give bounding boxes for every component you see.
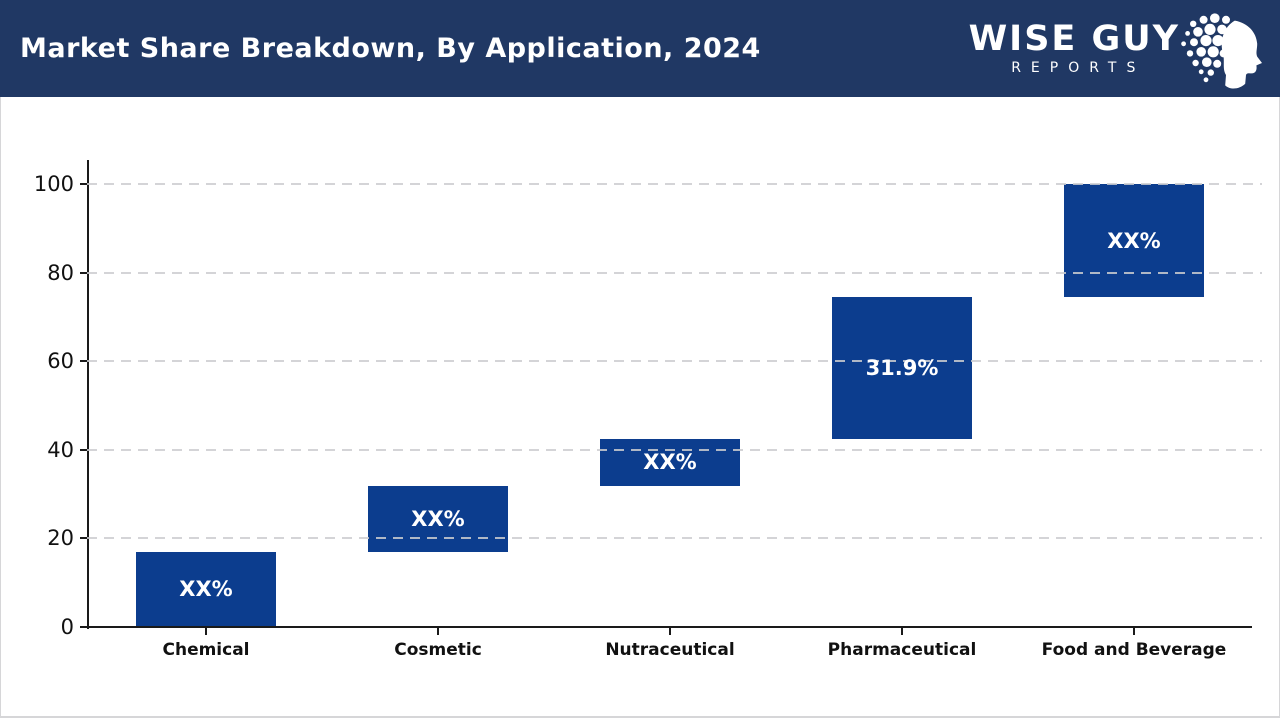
bar-label-2: XX% bbox=[411, 506, 465, 531]
gridline-40 bbox=[87, 448, 1262, 451]
y-tick-label-0: 0 bbox=[60, 615, 74, 639]
brand-subtitle: REPORTS bbox=[1011, 59, 1146, 76]
bar-cosmetic bbox=[368, 486, 508, 552]
bar-label-1: XX% bbox=[179, 577, 233, 602]
y-tick-80 bbox=[80, 271, 87, 274]
y-tick-label-40: 40 bbox=[47, 437, 74, 462]
bar-label-5: XX% bbox=[1107, 228, 1161, 253]
x-tick-5 bbox=[1133, 628, 1135, 635]
bar-pharmaceutical bbox=[832, 297, 972, 439]
x-tick-label-5: Food and Beverage bbox=[1041, 640, 1227, 660]
gridline-60 bbox=[87, 360, 1262, 363]
brand-logo-text: WISE GUY REPORTS bbox=[968, 18, 1180, 76]
bar-nutraceutical bbox=[600, 438, 740, 487]
y-axis-line bbox=[87, 160, 89, 629]
y-tick-0 bbox=[80, 626, 87, 628]
x-tick-label-1: Chemical bbox=[162, 640, 250, 660]
x-tick-label-4: Pharmaceutical bbox=[827, 640, 977, 660]
header-band: Market Share Breakdown, By Application, … bbox=[0, 0, 1280, 97]
brand-logo: WISE GUY REPORTS bbox=[969, 5, 1280, 93]
bar-food-and-beverage bbox=[1064, 184, 1204, 298]
x-axis-line bbox=[87, 626, 1252, 628]
x-tick-label-3: Nutraceutical bbox=[605, 640, 735, 660]
bar-label-3: XX% bbox=[643, 450, 697, 475]
y-tick-label-60: 60 bbox=[47, 349, 74, 374]
gridline-20 bbox=[87, 537, 1262, 540]
gridline-80 bbox=[87, 271, 1262, 274]
page-title: Market Share Breakdown, By Application, … bbox=[20, 33, 761, 64]
bar-chemical bbox=[136, 551, 276, 627]
brand-face-dots-icon bbox=[1181, 12, 1262, 89]
x-tick-3 bbox=[669, 628, 671, 635]
y-tick-label-80: 80 bbox=[47, 260, 74, 285]
y-tick-label-20: 20 bbox=[47, 526, 74, 551]
bar-label-4: 31.9% bbox=[865, 356, 939, 381]
y-tick-60 bbox=[80, 360, 87, 363]
y-tick-label-100: 100 bbox=[33, 172, 74, 196]
x-tick-label-2: Cosmetic bbox=[394, 640, 482, 660]
bottom-border-line bbox=[0, 716, 1280, 718]
y-tick-20 bbox=[80, 537, 87, 540]
brand-name: WISE GUY bbox=[968, 18, 1180, 59]
y-tick-100 bbox=[80, 183, 87, 185]
x-tick-4 bbox=[901, 628, 903, 635]
y-tick-40 bbox=[80, 448, 87, 451]
gridline-100 bbox=[87, 183, 1262, 185]
x-tick-2 bbox=[437, 628, 439, 635]
x-tick-1 bbox=[205, 628, 207, 635]
